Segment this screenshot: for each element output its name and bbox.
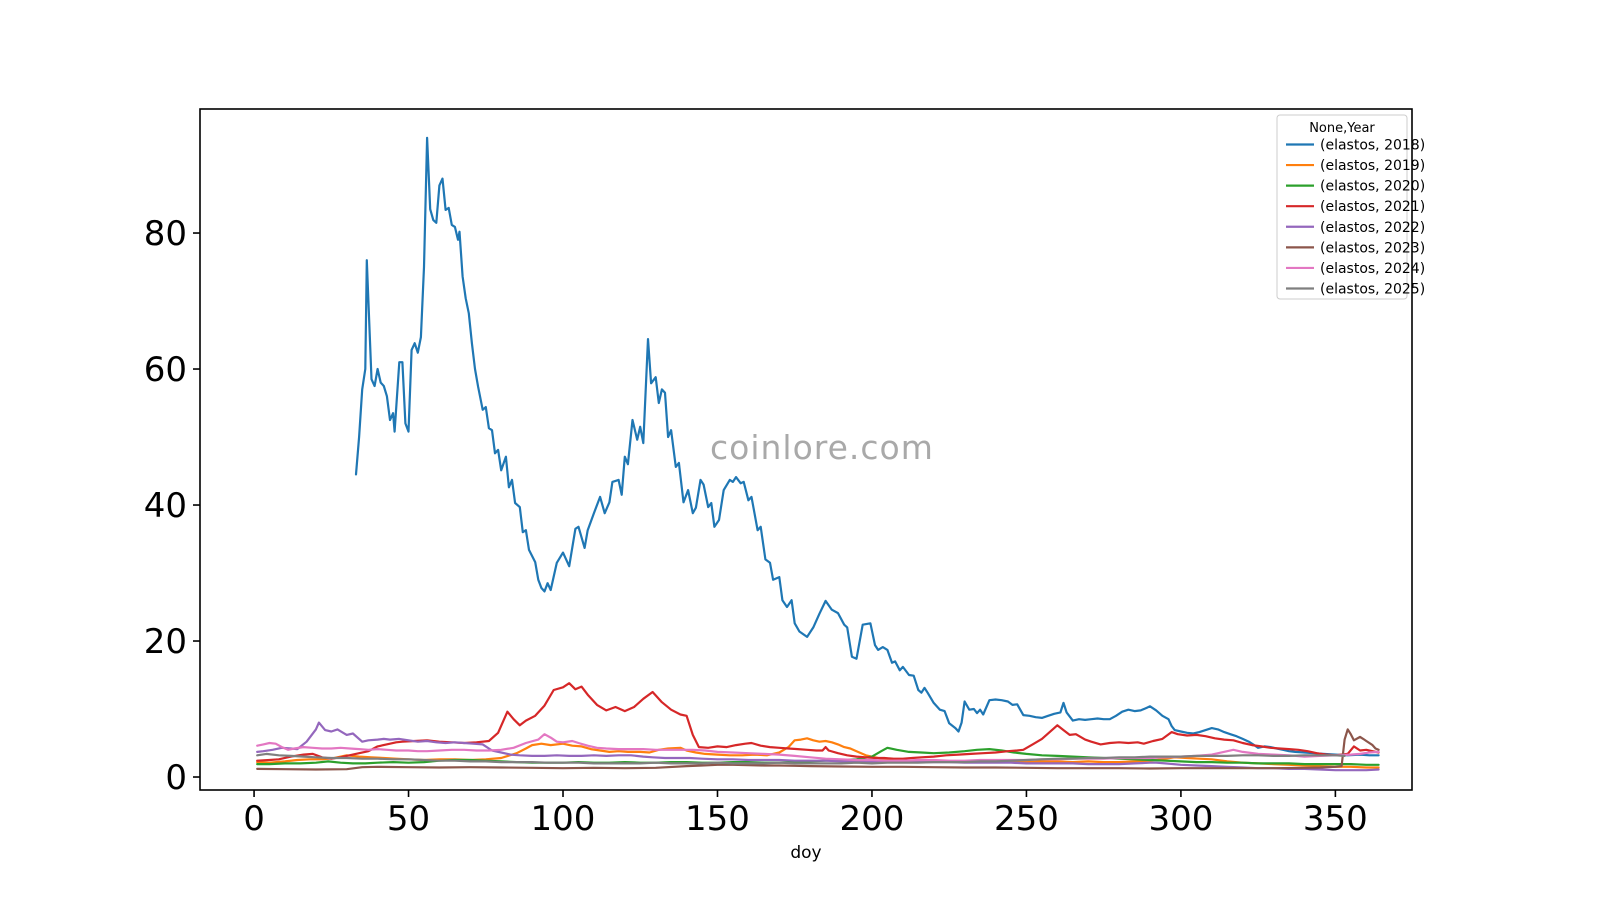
x-tick-label: 350	[1303, 799, 1368, 839]
legend-item-2023: (elastos, 2023)	[1320, 240, 1425, 256]
series-line-2025	[256, 752, 1346, 765]
x-tick-label: 200	[840, 799, 905, 839]
legend-title: None,Year	[1309, 121, 1375, 136]
x-tick-label: 300	[1148, 799, 1213, 839]
series-line-2021	[256, 682, 1380, 762]
y-tick-label: 60	[144, 350, 187, 390]
x-tick-label: 0	[243, 799, 265, 839]
y-tick-label: 80	[144, 214, 187, 254]
legend-item-2024: (elastos, 2024)	[1320, 261, 1425, 277]
watermark: coinlore.com	[710, 428, 934, 467]
legend-item-2020: (elastos, 2020)	[1320, 179, 1425, 195]
series-line-2018	[354, 136, 1380, 757]
legend-item-2025: (elastos, 2025)	[1320, 281, 1425, 297]
y-tick-label: 0	[165, 758, 187, 798]
x-axis-label: doy	[790, 843, 821, 863]
y-tick-label: 40	[144, 486, 187, 526]
x-tick-label: 250	[994, 799, 1059, 839]
legend-item-2021: (elastos, 2021)	[1320, 199, 1425, 215]
plot-border	[199, 108, 1413, 791]
legend-item-2018: (elastos, 2018)	[1320, 138, 1425, 154]
x-tick-label: 150	[685, 799, 750, 839]
legend-item-2019: (elastos, 2019)	[1320, 158, 1425, 174]
x-tick-label: 50	[387, 799, 430, 839]
x-tick-label: 100	[531, 799, 596, 839]
legend-box	[1276, 114, 1408, 300]
legend-item-2022: (elastos, 2022)	[1320, 220, 1425, 236]
series-line-2022	[256, 721, 1380, 772]
y-tick-label: 20	[144, 622, 187, 662]
series-line-2023	[256, 728, 1380, 771]
